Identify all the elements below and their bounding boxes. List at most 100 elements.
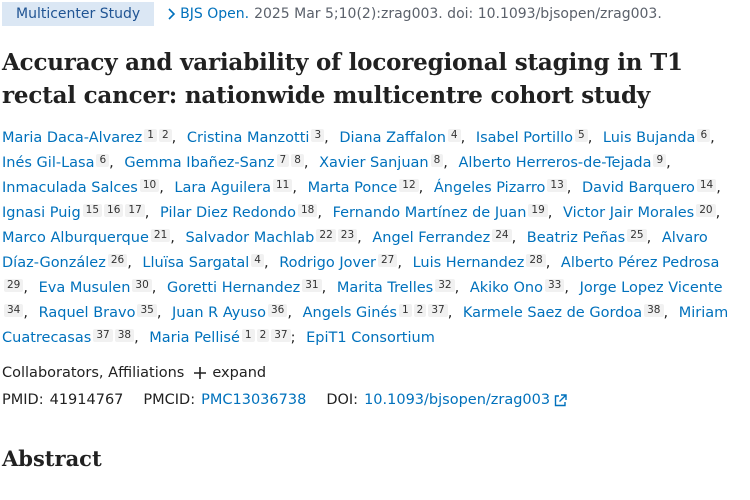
expand-button[interactable]: expand [194,365,266,381]
author-name[interactable]: Miriam Cuatrecasas [2,305,729,346]
author-name[interactable]: Xavier Sanjuan [319,155,429,171]
author-name[interactable]: Fernando Martínez de Juan [332,205,527,221]
pmcid-link[interactable]: PMC13036738 [201,392,307,408]
author-name[interactable]: Gemma Ibañez-Sanz [124,155,275,171]
author-name[interactable]: Isabel Portillo [475,130,573,146]
affiliation-number[interactable]: 37 [93,329,113,342]
affiliation-number[interactable]: 1 [241,329,255,342]
author-name[interactable]: Rodrigo Jover [279,255,376,271]
doi-link[interactable]: 10.1093/bjsopen/zrag003 [364,392,551,408]
affiliation-number[interactable]: 12 [399,179,419,192]
affiliation-number[interactable]: 15 [82,204,103,217]
affiliation-number[interactable]: 29 [4,279,24,292]
collaborators-label: Collaborators, Affiliations [2,365,185,381]
affiliation-number[interactable]: 4 [447,129,461,142]
author-name[interactable]: Eva Musulen [38,280,131,296]
affiliation-number[interactable]: 22 [316,229,336,242]
author-name[interactable]: Maria Daca-Alvarez [2,130,143,146]
author-name[interactable]: Ángeles Pizarro [433,180,546,196]
affiliation-number[interactable]: 1 [144,129,157,142]
author-name[interactable]: Lluïsa Sargatal [142,255,250,271]
affiliation-number[interactable]: 10 [139,179,160,192]
author-name[interactable]: Luis Hernandez [412,255,525,271]
affiliation-number[interactable]: 8 [430,154,444,167]
author-name[interactable]: Ignasi Puig [2,205,81,221]
affiliation-number[interactable]: 6 [697,129,711,142]
author-name[interactable]: Marita Trelles [336,280,434,296]
affiliation-number[interactable]: 2 [413,304,427,317]
affiliation-number[interactable]: 38 [114,329,135,342]
affiliation-number[interactable]: 37 [428,304,448,317]
author-name[interactable]: David Barquero [582,180,695,196]
affiliation-number[interactable]: 27 [377,254,398,267]
affiliation-number[interactable]: 18 [297,204,318,217]
affiliation-number[interactable]: 7 [276,154,290,167]
affiliation-number[interactable]: 20 [696,204,716,217]
affiliation-number[interactable]: 17 [125,204,145,217]
separator: , [156,305,162,321]
author-name[interactable]: Goretti Hernandez [167,280,301,296]
affiliation-number[interactable]: 4 [251,254,264,267]
affiliation-number[interactable]: 37 [271,329,291,342]
author-name[interactable]: Alberto Pérez Pedrosa [560,255,720,271]
affiliation-number[interactable]: 11 [272,179,293,192]
author-name[interactable]: Lara Aguilera [174,180,271,196]
affiliation-number[interactable]: 26 [107,254,128,267]
author-name[interactable]: Diana Zaffalon [339,130,446,146]
affiliation-number[interactable]: 14 [696,179,717,192]
affiliation-number[interactable]: 30 [132,279,152,292]
affiliation-number[interactable]: 25 [627,229,647,242]
affiliation-number[interactable]: 2 [158,129,172,142]
affiliation-number[interactable]: 34 [4,304,24,317]
author-name[interactable]: Victor Jair Morales [562,205,695,221]
affiliation-number[interactable]: 31 [302,279,322,292]
affiliation-number[interactable]: 13 [547,179,567,192]
affiliation-number[interactable]: 6 [96,154,110,167]
author-name[interactable]: Juan R Ayuso [172,305,266,321]
expand-label[interactable]: expand [212,365,267,381]
group-author[interactable]: EpiT1 Consortium [306,330,435,346]
affiliation-number[interactable]: 1 [398,304,412,317]
separator: , [443,155,448,171]
affiliation-number[interactable]: 19 [528,204,548,217]
author-name[interactable]: Inmaculada Salces [2,180,138,196]
author-name[interactable]: Beatriz Peñas [526,230,626,246]
author-name[interactable]: Luis Bujanda [602,130,696,146]
author-name[interactable]: Maria Pellisé [149,330,240,346]
affiliation-number[interactable]: 35 [137,304,157,317]
affiliation-number[interactable]: 3 [311,129,325,142]
affiliation-number[interactable]: 33 [545,279,565,292]
affiliation-number[interactable]: 9 [653,154,667,167]
affiliation-number[interactable]: 8 [291,154,304,167]
author-name[interactable]: Inés Gil-Lasa [2,155,95,171]
affiliation-number[interactable]: 2 [256,329,270,342]
affiliation-number[interactable]: 32 [435,279,455,292]
author: Luis Bujanda 6, [602,129,721,146]
author-list: Maria Daca-Alvarez 1 2, Cristina Manzotti 3… [2,126,740,351]
author-name[interactable]: Salvador Machlab [185,230,315,246]
affiliation-number[interactable]: 24 [492,229,512,242]
affiliation-number[interactable]: 5 [575,129,588,142]
author-name[interactable]: Alberto Herreros-de-Tejada [458,155,652,171]
author-name[interactable]: Cristina Manzotti [186,130,310,146]
affiliation-number[interactable]: 36 [268,304,288,317]
author-name[interactable]: Raquel Bravo [38,305,136,321]
author-name[interactable]: Angel Ferrandez [372,230,491,246]
affiliation-number[interactable]: 28 [526,254,546,267]
author-name[interactable]: Akiko Ono [469,280,543,296]
author-name[interactable]: Jorge Lopez Vicente [579,280,723,296]
author-name[interactable]: Karmele Saez de Gordoa [462,305,643,321]
journal-link[interactable]: BJS Open. [180,6,250,22]
affiliation-number[interactable]: 16 [104,204,124,217]
doi-label: DOI: [326,392,359,408]
affiliation-number[interactable]: 38 [644,304,664,317]
author-name[interactable]: Pilar Diez Redondo [160,205,296,221]
author-name[interactable]: Marco Alburquerque [2,230,149,246]
affiliation-number[interactable]: 23 [337,229,358,242]
author-name[interactable]: Alvaro Díaz-González [2,230,708,271]
author-name[interactable]: Angels Ginés [302,305,397,321]
affiliation-number[interactable]: 21 [150,229,171,242]
separator: , [566,180,572,196]
author-name[interactable]: Marta Ponce [307,180,398,196]
